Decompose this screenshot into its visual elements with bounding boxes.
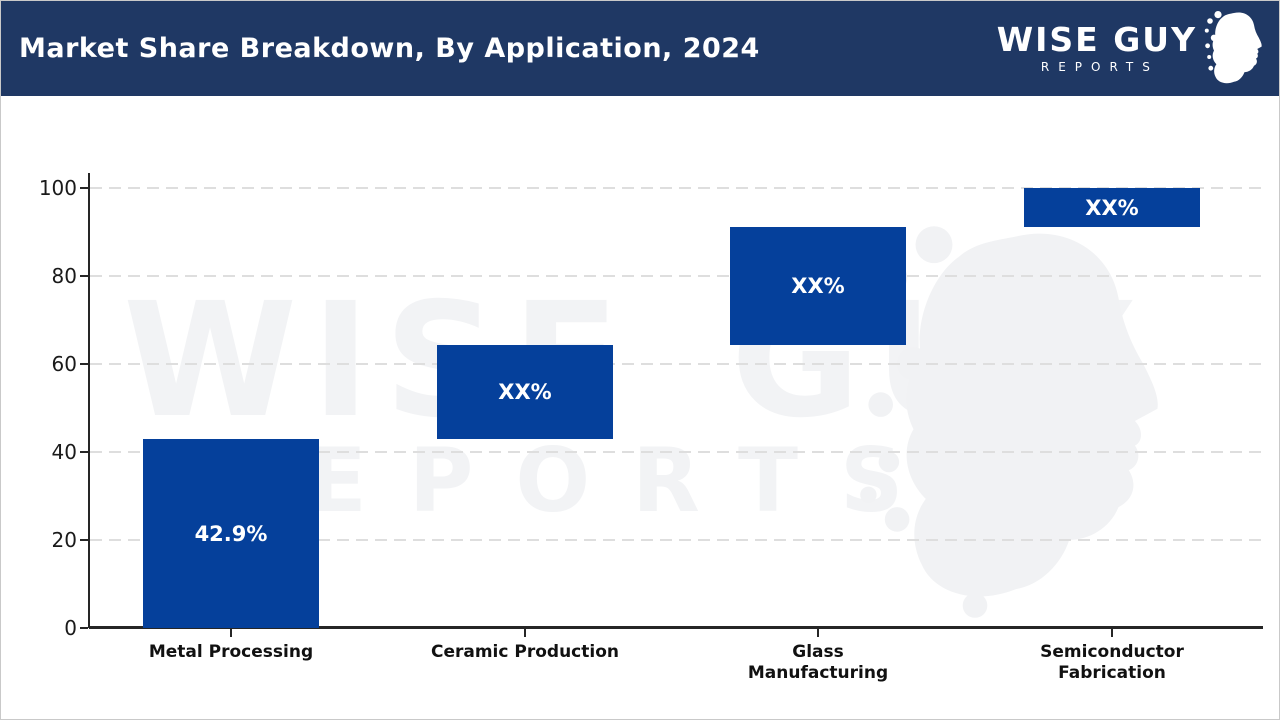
header: Market Share Breakdown, By Application, … bbox=[1, 1, 1279, 96]
bar-value-label: XX% bbox=[791, 274, 845, 299]
logo-face-icon bbox=[1204, 10, 1262, 83]
y-tick bbox=[80, 451, 88, 453]
y-axis-spine bbox=[88, 173, 90, 628]
bar-value-label: XX% bbox=[1085, 195, 1139, 220]
logo-text: WISE GUY REPORTS bbox=[997, 23, 1197, 74]
bar-4: XX% bbox=[1024, 188, 1200, 228]
y-tick-label: 80 bbox=[51, 264, 77, 288]
gridline bbox=[90, 363, 1263, 365]
x-category-label: Ceramic Production bbox=[430, 642, 619, 662]
logo-wordmark: WISE GUY bbox=[996, 20, 1197, 59]
logo-subtitle: REPORTS bbox=[1040, 60, 1159, 74]
x-tick bbox=[230, 629, 232, 637]
bar-2: XX% bbox=[437, 345, 613, 440]
bar-3: XX% bbox=[730, 227, 906, 346]
gridline bbox=[90, 275, 1263, 277]
x-tick bbox=[524, 629, 526, 637]
x-category-label: Semiconductor Fabrication bbox=[1040, 642, 1184, 683]
y-tick-label: 60 bbox=[51, 352, 77, 376]
y-tick-label: 20 bbox=[51, 528, 77, 552]
gridline bbox=[90, 451, 1263, 453]
x-tick bbox=[817, 629, 819, 637]
gridline bbox=[90, 539, 1263, 541]
gridline bbox=[90, 187, 1263, 189]
x-category-label: Glass Manufacturing bbox=[747, 642, 889, 683]
x-category-label: Metal Processing bbox=[148, 642, 314, 662]
y-tick-label: 100 bbox=[38, 176, 77, 200]
y-tick-label: 0 bbox=[64, 616, 77, 640]
x-tick bbox=[1111, 629, 1113, 637]
y-tick bbox=[80, 187, 88, 189]
bar-1: 42.9% bbox=[143, 439, 319, 628]
y-tick bbox=[80, 363, 88, 365]
page-title: Market Share Breakdown, By Application, … bbox=[19, 33, 760, 64]
wiseguy-logo: WISE GUY REPORTS bbox=[997, 9, 1267, 89]
y-tick bbox=[80, 627, 88, 629]
y-tick bbox=[80, 275, 88, 277]
y-tick bbox=[80, 539, 88, 541]
bar-value-label: 42.9% bbox=[194, 521, 268, 546]
y-tick-label: 40 bbox=[51, 440, 77, 464]
bar-value-label: XX% bbox=[498, 380, 552, 405]
x-axis-spine bbox=[89, 626, 1263, 629]
